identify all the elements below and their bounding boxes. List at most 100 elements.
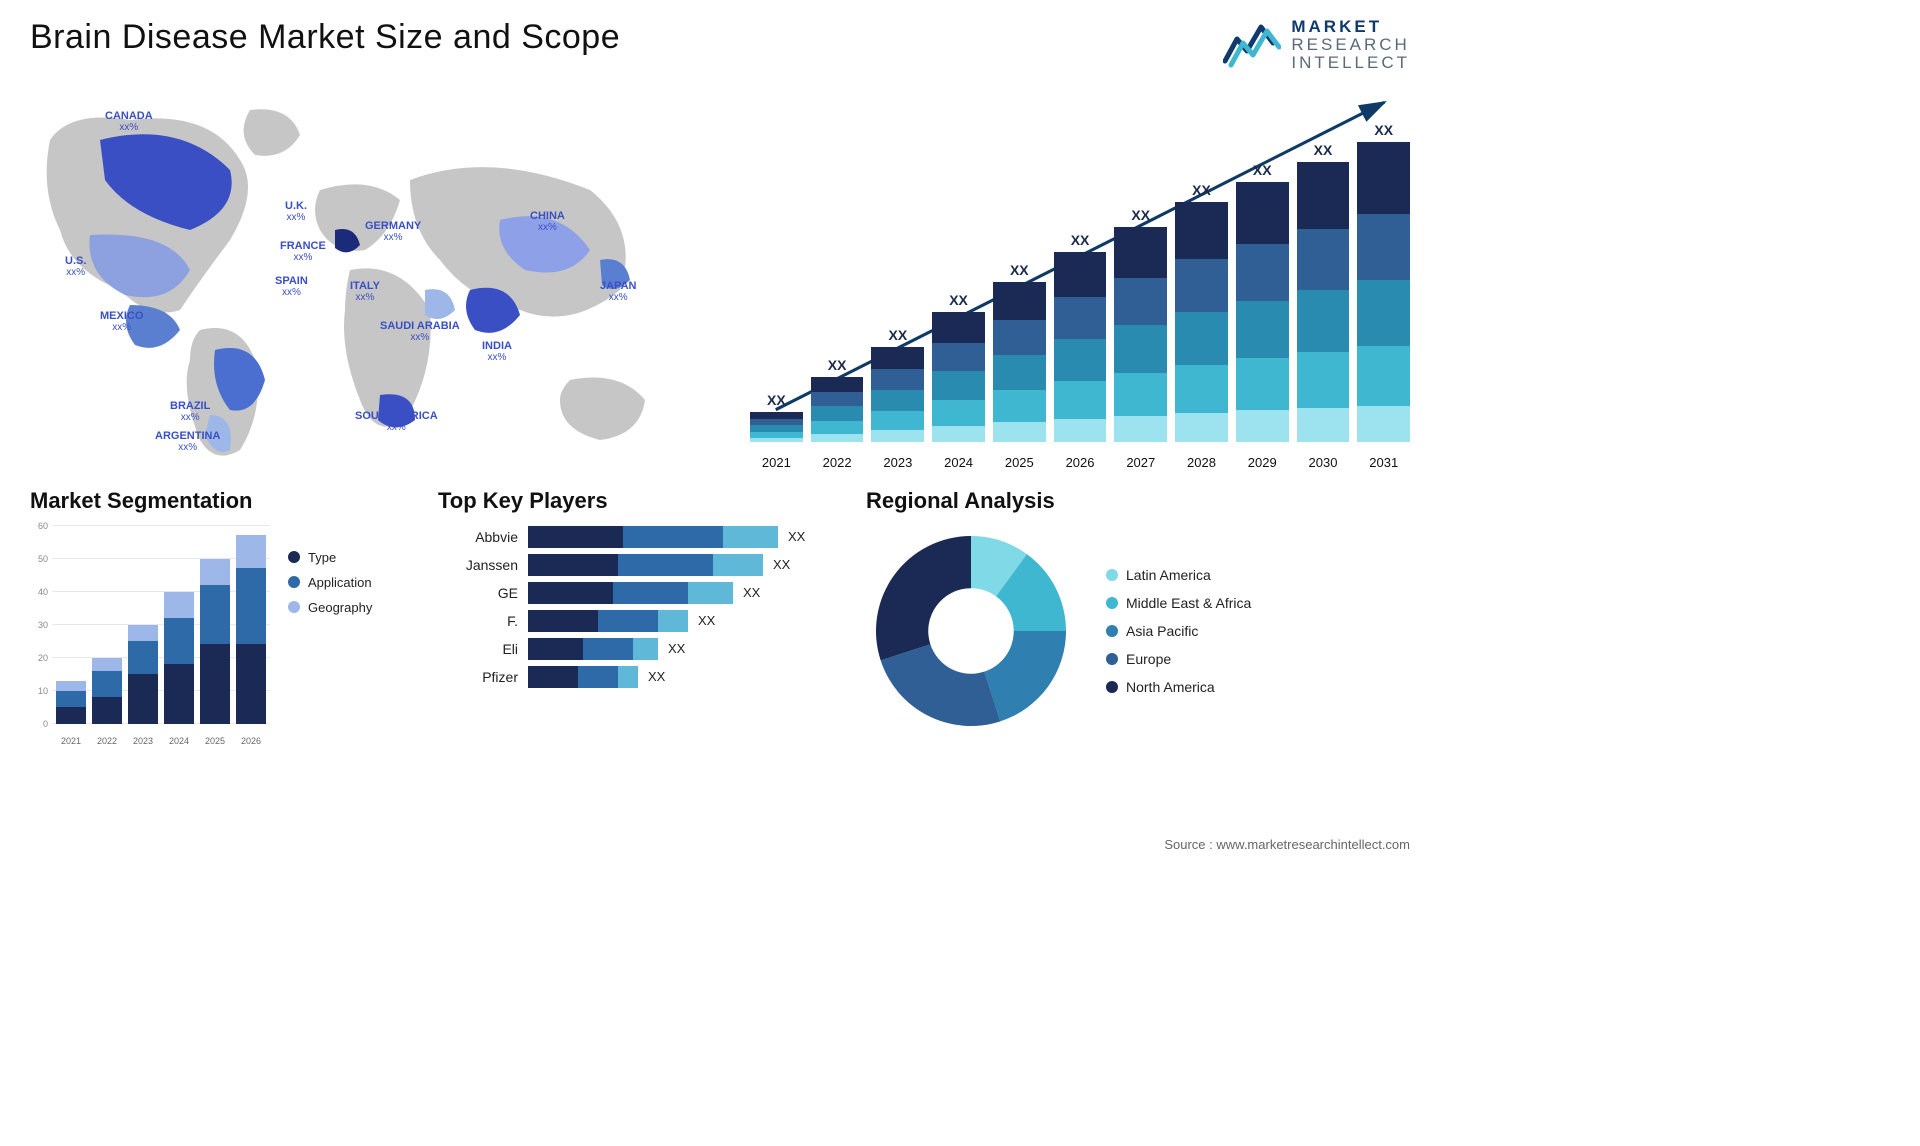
map-label: CHINAxx%: [530, 210, 565, 233]
growth-bar: XX: [1236, 162, 1289, 442]
growth-xlabel: 2023: [871, 455, 924, 470]
player-bar: [528, 610, 688, 632]
player-value: XX: [788, 529, 805, 544]
infographic-root: Brain Disease Market Size and Scope MARK…: [0, 0, 1440, 860]
map-label: SOUTH AFRICAxx%: [355, 410, 438, 433]
players-list: AbbvieXXJanssenXXGEXXF.XXEliXXPfizerXX: [438, 526, 838, 688]
legend-item: Geography: [288, 600, 372, 615]
header: Brain Disease Market Size and Scope MARK…: [30, 18, 1410, 72]
map-label: FRANCExx%: [280, 240, 326, 263]
growth-xlabel: 2025: [993, 455, 1046, 470]
player-value: XX: [698, 613, 715, 628]
map-label: U.K.xx%: [285, 200, 307, 223]
growth-bar: XX: [1114, 207, 1167, 442]
growth-xaxis: 2021202220232024202520262027202820292030…: [750, 455, 1410, 470]
growth-bar-label: XX: [1253, 162, 1272, 178]
growth-bar-label: XX: [1314, 142, 1333, 158]
page-title: Brain Disease Market Size and Scope: [30, 18, 620, 57]
growth-bar: XX: [993, 262, 1046, 442]
logo-text: MARKET RESEARCH INTELLECT: [1291, 18, 1410, 72]
seg-ytick: 30: [38, 620, 48, 630]
seg-bar: [128, 625, 158, 724]
growth-xlabel: 2031: [1357, 455, 1410, 470]
growth-xlabel: 2030: [1297, 455, 1350, 470]
world-map-panel: CANADAxx%U.S.xx%MEXICOxx%BRAZILxx%ARGENT…: [30, 80, 710, 470]
seg-xlabel: 2024: [164, 736, 194, 746]
donut-slice: [876, 536, 971, 660]
growth-bar: XX: [750, 392, 803, 442]
seg-ytick: 0: [43, 719, 48, 729]
growth-xlabel: 2028: [1175, 455, 1228, 470]
legend-label: Type: [308, 550, 336, 565]
player-bar: [528, 526, 778, 548]
player-bar: [528, 582, 733, 604]
legend-label: Middle East & Africa: [1126, 595, 1251, 611]
growth-xlabel: 2021: [750, 455, 803, 470]
legend-swatch: [1106, 597, 1118, 609]
legend-item: Application: [288, 575, 372, 590]
map-label: U.S.xx%: [65, 255, 86, 278]
legend-item: Latin America: [1106, 567, 1251, 583]
player-name: F.: [438, 613, 518, 629]
legend-item: North America: [1106, 679, 1251, 695]
regional-donut: [866, 526, 1076, 736]
legend-swatch: [288, 551, 300, 563]
seg-ytick: 40: [38, 587, 48, 597]
growth-bars: XX XX XX XX XX XX XX XX XX XX XX: [750, 122, 1410, 442]
regional-panel: Regional Analysis Latin America Middle Ea…: [866, 488, 1410, 746]
player-bar: [528, 666, 638, 688]
donut-slice: [984, 631, 1066, 721]
player-bar: [528, 554, 763, 576]
growth-chart-panel: XXXXXXXXXXXXXXXXXXXXXX 20212022202320242…: [740, 80, 1410, 470]
seg-ytick: 10: [38, 686, 48, 696]
player-row: EliXX: [438, 638, 838, 660]
map-label: GERMANYxx%: [365, 220, 421, 243]
segmentation-legend: Type Application Geography: [288, 526, 372, 746]
seg-bar: [236, 535, 266, 723]
growth-bar-label: XX: [949, 292, 968, 308]
legend-label: Latin America: [1126, 567, 1211, 583]
map-label: ITALYxx%: [350, 280, 380, 303]
seg-bar: [56, 681, 86, 724]
seg-xlabel: 2026: [236, 736, 266, 746]
map-label: JAPANxx%: [600, 280, 636, 303]
map-label: SAUDI ARABIAxx%: [380, 320, 460, 343]
player-name: Eli: [438, 641, 518, 657]
seg-xlabel: 2022: [92, 736, 122, 746]
seg-bar: [200, 559, 230, 724]
seg-xlabel: 2025: [200, 736, 230, 746]
legend-label: Europe: [1126, 651, 1171, 667]
player-value: XX: [773, 557, 790, 572]
top-row: CANADAxx%U.S.xx%MEXICOxx%BRAZILxx%ARGENT…: [30, 80, 1410, 470]
growth-bar: XX: [1054, 232, 1107, 442]
player-row: F. XX: [438, 610, 838, 632]
map-saudi: [425, 289, 455, 319]
player-value: XX: [648, 669, 665, 684]
growth-xlabel: 2026: [1054, 455, 1107, 470]
player-row: GEXX: [438, 582, 838, 604]
growth-bar-label: XX: [1071, 232, 1090, 248]
growth-bar-label: XX: [1192, 182, 1211, 198]
growth-bar: XX: [871, 327, 924, 442]
segmentation-title: Market Segmentation: [30, 488, 410, 514]
growth-bar-label: XX: [1374, 122, 1393, 138]
seg-ytick: 60: [38, 521, 48, 531]
source-label: Source : www.marketresearchintellect.com: [1164, 837, 1410, 852]
seg-bar: [92, 658, 122, 724]
growth-bar-label: XX: [828, 357, 847, 373]
regional-title: Regional Analysis: [866, 488, 1410, 514]
seg-ytick: 50: [38, 554, 48, 564]
growth-xlabel: 2029: [1236, 455, 1289, 470]
legend-swatch: [1106, 681, 1118, 693]
legend-item: Type: [288, 550, 372, 565]
growth-xlabel: 2027: [1114, 455, 1167, 470]
legend-label: North America: [1126, 679, 1215, 695]
donut-slice: [881, 644, 1001, 726]
player-name: Abbvie: [438, 529, 518, 545]
growth-xlabel: 2024: [932, 455, 985, 470]
players-panel: Top Key Players AbbvieXXJanssenXXGEXXF.X…: [438, 488, 838, 746]
legend-swatch: [288, 601, 300, 613]
map-label: CANADAxx%: [105, 110, 153, 133]
seg-xlabel: 2023: [128, 736, 158, 746]
growth-bar: XX: [1357, 122, 1410, 442]
